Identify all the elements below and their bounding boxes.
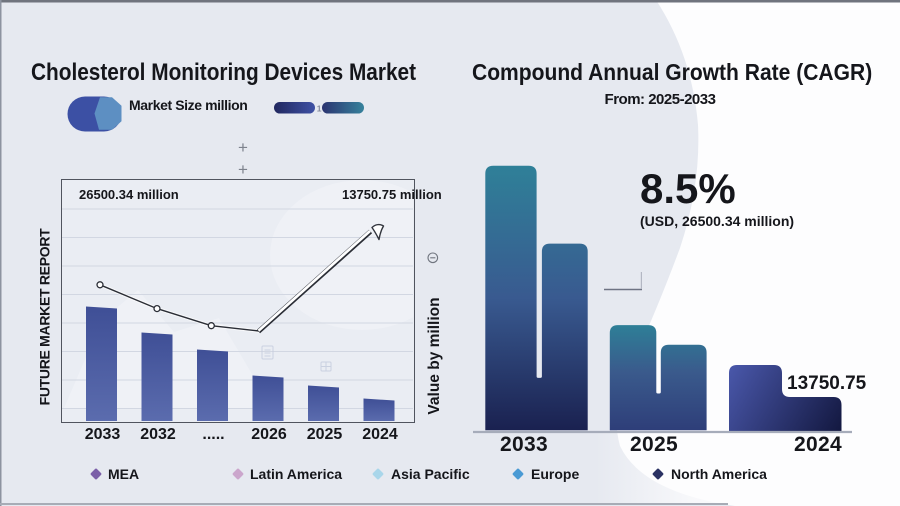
svg-text:1: 1 (317, 104, 322, 114)
